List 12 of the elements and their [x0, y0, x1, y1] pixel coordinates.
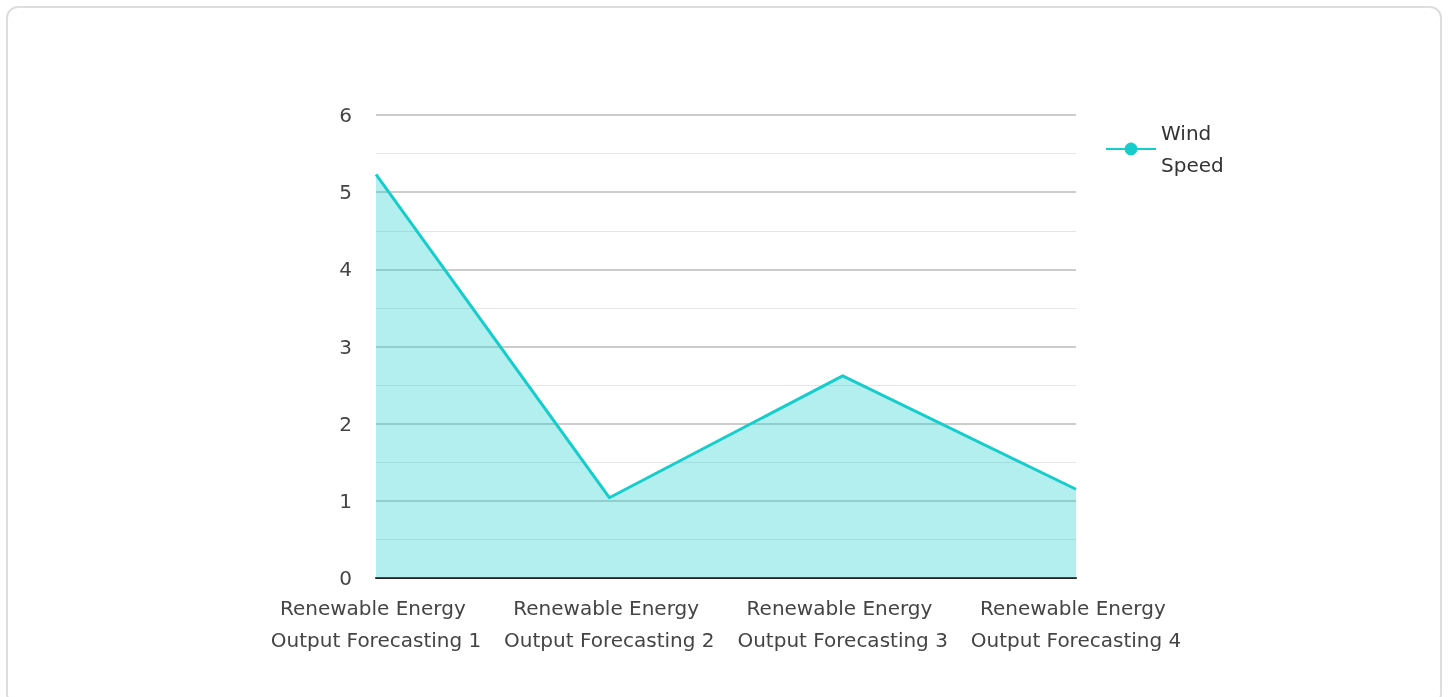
y-tick-label: 1: [339, 488, 352, 513]
legend-label: Wind Speed: [1161, 121, 1224, 177]
x-tick-label: Renewable Energy Output Forecasting 1: [270, 596, 482, 652]
y-tick-label: 6: [339, 103, 352, 127]
x-tick-label: Renewable Energy Output Forecasting 4: [970, 596, 1182, 652]
x-tick-label: Renewable Energy Output Forecasting 2: [504, 596, 715, 652]
x-tick-label: Renewable Energy Output Forecasting 3: [737, 596, 948, 652]
y-tick-label: 2: [339, 411, 352, 436]
y-tick-label: 3: [339, 334, 352, 359]
y-tick-label: 4: [339, 257, 352, 282]
y-tick-label: 5: [339, 180, 352, 205]
y-tick-label: 0: [339, 566, 352, 590]
